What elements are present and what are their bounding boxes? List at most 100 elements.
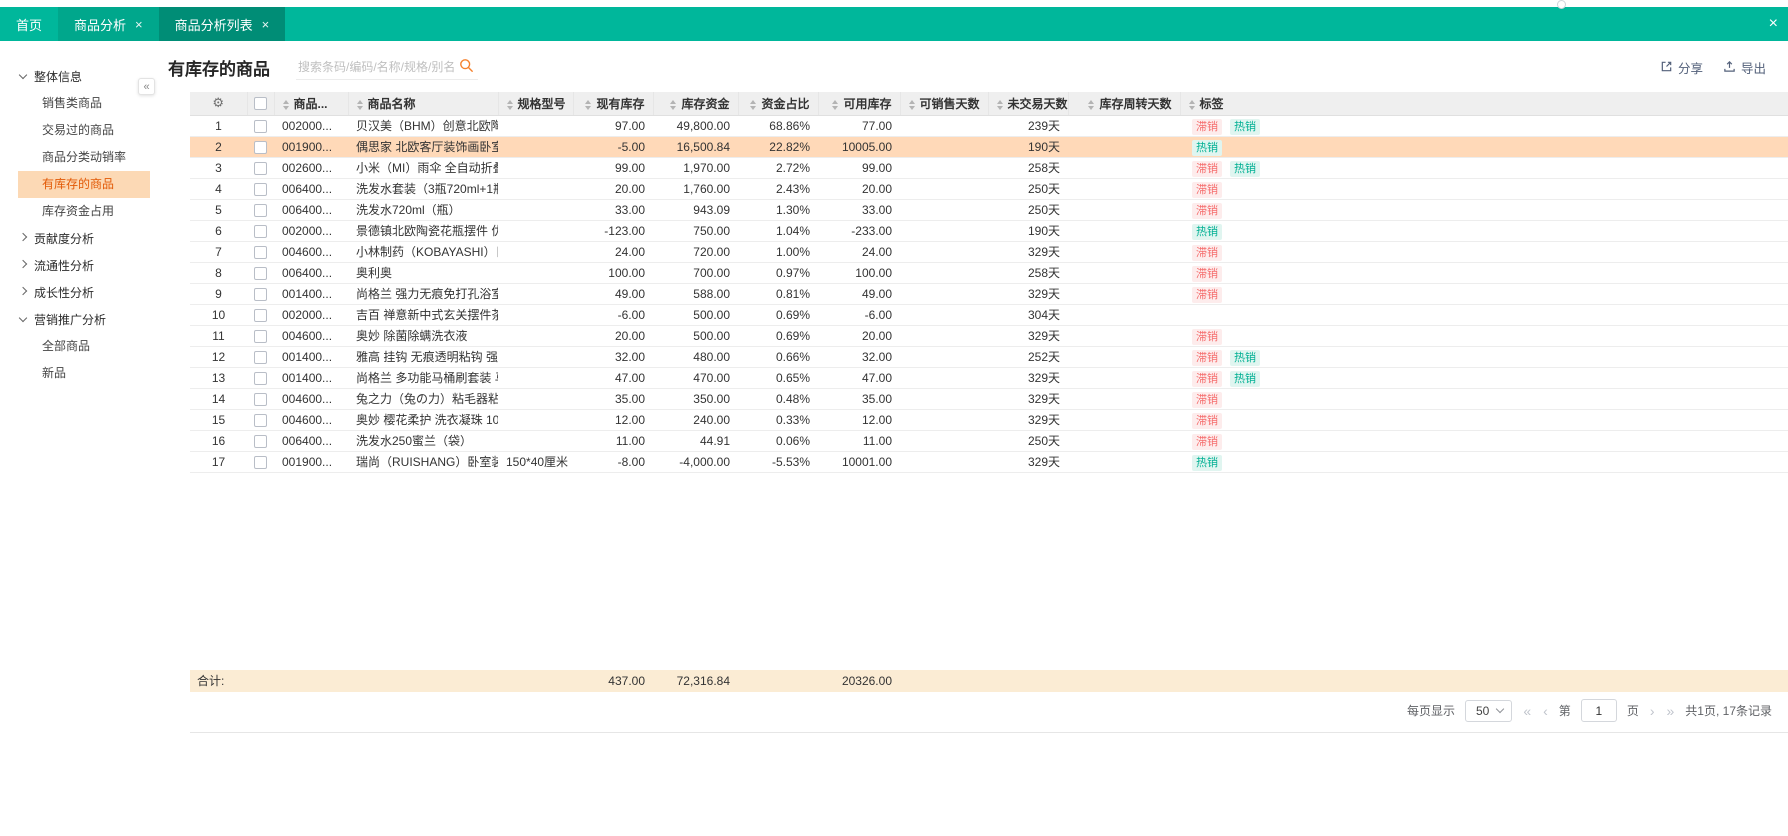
row-checkbox[interactable] [254, 371, 267, 385]
table-row[interactable]: 9 001400... 尚格兰 强力无痕免打孔浴室 49.00 588.00 0.81% 4… [190, 283, 1788, 305]
share-button[interactable]: 分享 [1660, 58, 1703, 77]
row-checkbox[interactable] [254, 287, 267, 301]
column-header-ratio[interactable]: 资金占比 [738, 92, 819, 116]
sidebar-item[interactable]: 全部商品 [42, 339, 91, 353]
cell-avail: 20.00 [818, 325, 900, 347]
column-header-avail[interactable]: 可用库存 [818, 92, 901, 116]
column-header-spec[interactable]: 规格型号 [498, 92, 574, 116]
sort-icon[interactable] [1088, 99, 1095, 110]
sidebar-item[interactable]: 销售类商品 [42, 96, 103, 110]
share-label: 分享 [1677, 62, 1703, 76]
chevron-down-icon [1496, 704, 1505, 713]
tab-2[interactable]: 商品分析列表 × [158, 7, 286, 41]
tab-1[interactable]: 商品分析 × [58, 7, 159, 41]
row-checkbox[interactable] [254, 245, 267, 259]
table-row[interactable]: 15 004600... 奥妙 樱花柔护 洗衣凝珠 10 12.00 240.00 0.3… [190, 409, 1788, 431]
row-checkbox[interactable] [254, 308, 267, 322]
column-header-fund[interactable]: 库存资金 [653, 92, 739, 116]
row-checkbox[interactable] [254, 161, 267, 175]
sort-icon[interactable] [832, 99, 839, 110]
tag-badge: 滞销 [1192, 349, 1222, 366]
row-checkbox[interactable] [254, 182, 267, 196]
search-icon[interactable] [459, 58, 474, 76]
cell-sale_days [900, 430, 988, 452]
cell-code: 002000... [274, 220, 348, 242]
gear-icon[interactable]: ⚙ [212, 95, 225, 111]
row-checkbox[interactable] [254, 413, 267, 427]
sidebar-group[interactable]: 营销推广分析 [0, 306, 158, 333]
row-checkbox[interactable] [254, 392, 267, 406]
sidebar-collapse-button[interactable]: « [138, 78, 155, 95]
row-checkbox[interactable] [254, 455, 267, 469]
first-page-icon[interactable]: « [1523, 702, 1532, 719]
row-checkbox[interactable] [254, 140, 267, 154]
export-button[interactable]: 导出 [1723, 58, 1766, 77]
cell-sale_days [900, 178, 988, 200]
tab-0[interactable]: 首页 [0, 7, 58, 41]
select-all-checkbox[interactable] [254, 97, 267, 111]
table-row[interactable]: 13 001400... 尚格兰 多功能马桶刷套装 马 47.00 470.00 0.65… [190, 367, 1788, 389]
cell-trade_days: 250天 [988, 430, 1068, 452]
window-close-icon[interactable]: × [1768, 15, 1778, 32]
table-row[interactable]: 11 004600... 奥妙 除菌除螨洗衣液 20.00 500.00 0.69% 20.… [190, 325, 1788, 347]
table-row[interactable]: 16 006400... 洗发水250蜜兰（袋） 11.00 44.91 0.06% 11.… [190, 430, 1788, 452]
tab-close-icon[interactable]: × [135, 16, 143, 32]
table-row[interactable]: 4 006400... 洗发水套装（3瓶720ml+1瓶 20.00 1,760.00 2… [190, 178, 1788, 200]
column-header-trade_days[interactable]: 未交易天数 [988, 92, 1069, 116]
search-input[interactable] [296, 55, 478, 80]
sort-icon[interactable] [908, 99, 916, 110]
column-header-name[interactable]: 商品名称 [348, 92, 499, 116]
row-checkbox[interactable] [254, 224, 267, 238]
sort-icon[interactable] [506, 99, 514, 110]
row-checkbox[interactable] [254, 329, 267, 343]
tab-close-icon[interactable]: × [261, 16, 270, 32]
table-row[interactable]: 14 004600... 兔之力（兔の力）粘毛器粘 35.00 350.00 0.48% 3… [190, 388, 1788, 410]
sort-icon[interactable] [356, 99, 364, 110]
table-row[interactable]: 8 006400... 奥利奥 100.00 700.00 0.97% 100.00 258天… [190, 262, 1788, 284]
sort-icon[interactable] [670, 99, 677, 110]
column-header-label: 现有库存 [596, 96, 645, 111]
sort-icon[interactable] [1188, 99, 1196, 110]
table-row[interactable]: 3 002600... 小米（MI）雨伞 全自动折叠 99.00 1,970.00 2.7… [190, 157, 1788, 179]
page-number-input[interactable] [1580, 699, 1617, 722]
column-header-code[interactable]: 商品... [274, 92, 349, 116]
table-row[interactable]: 12 001400... 雅高 挂钩 无痕透明粘钩 强 32.00 480.00 0.66… [190, 346, 1788, 368]
sidebar-item[interactable]: 交易过的商品 [42, 123, 115, 137]
sort-icon[interactable] [585, 99, 592, 110]
sidebar-item[interactable]: 商品分类动销率 [42, 150, 127, 164]
table-row[interactable]: 5 006400... 洗发水720ml（瓶） 33.00 943.09 1.30% 33.… [190, 199, 1788, 221]
avatar-icon[interactable] [1557, 0, 1566, 9]
column-header-sale_days[interactable]: 可销售天数 [900, 92, 989, 116]
page-size-select[interactable]: 50 [1464, 699, 1513, 722]
column-header-turnover[interactable]: 库存周转天数 [1068, 92, 1181, 116]
sidebar-group[interactable]: 成长性分析 [0, 279, 158, 306]
cell-avail: 11.00 [818, 430, 900, 452]
cell-checkbox [247, 283, 274, 305]
last-page-icon[interactable]: » [1666, 702, 1675, 719]
table-row[interactable]: 2 001900... 偶思家 北欧客厅装饰画卧室 -5.00 16,500.84 22.… [190, 136, 1788, 158]
sort-icon[interactable] [750, 99, 757, 110]
sidebar-item[interactable]: 库存资金占用 [42, 204, 115, 218]
sort-icon[interactable] [282, 99, 290, 110]
column-header-tags[interactable]: 标签 [1180, 92, 1788, 116]
sidebar-group[interactable]: 流通性分析 [0, 252, 158, 279]
sidebar-item[interactable]: 有库存的商品 [18, 171, 150, 198]
sidebar-group[interactable]: 贡献度分析 [0, 225, 158, 252]
sidebar-group[interactable]: 整体信息 [0, 63, 158, 90]
row-checkbox[interactable] [254, 350, 267, 364]
row-checkbox[interactable] [254, 266, 267, 280]
prev-page-icon[interactable]: ‹ [1543, 702, 1548, 719]
table-row[interactable]: 7 004600... 小林制药（KOBAYASHI）日 24.00 720.00 1.0… [190, 241, 1788, 263]
next-page-icon[interactable]: › [1649, 702, 1655, 719]
sort-icon[interactable] [996, 99, 1004, 110]
row-checkbox[interactable] [254, 203, 267, 217]
row-checkbox[interactable] [254, 434, 267, 448]
row-checkbox[interactable] [254, 119, 267, 133]
column-header-stock[interactable]: 现有库存 [573, 92, 654, 116]
sidebar-item[interactable]: 新品 [42, 366, 67, 380]
table-row[interactable]: 10 002000... 吉百 禅意新中式玄关摆件茶 -6.00 500.00 0.69%… [190, 304, 1788, 326]
table-row[interactable]: 1 002000...贝汉美（BHM）创意北欧陶瓷 97.0049,800.0068… [190, 115, 1788, 137]
table-row[interactable]: 17 001900... 瑞尚（RUISHANG）卧室装 150*40厘米 -8.00-… [190, 451, 1788, 473]
sidebar: 整体信息销售类商品交易过的商品 商品分类动销率有库存的商品库存资金占用贡献度分析流… [0, 41, 158, 836]
table-row[interactable]: 6 002000... 景德镇北欧陶瓷花瓶摆件 优 -123.00 750.00 1.04… [190, 220, 1788, 242]
